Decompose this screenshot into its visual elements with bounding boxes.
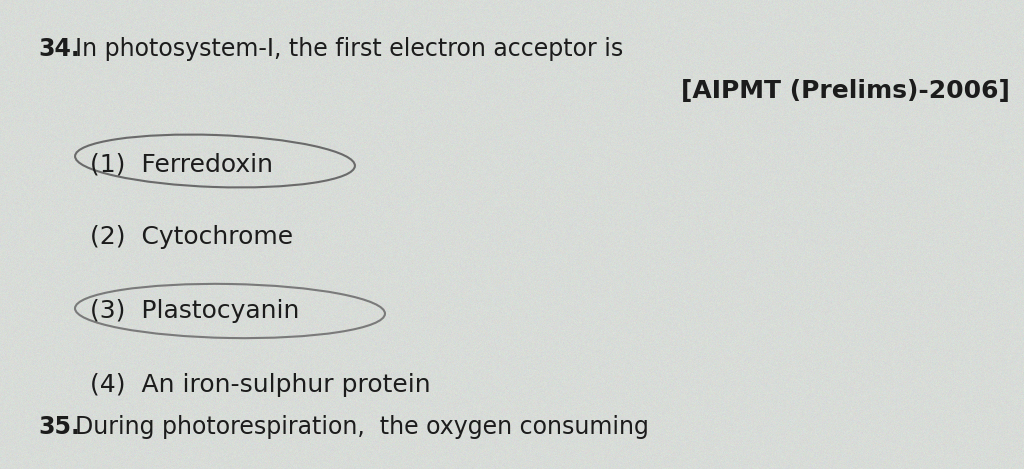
Text: (2)  Cytochrome: (2) Cytochrome — [90, 225, 293, 249]
Text: (1)  Ferredoxin: (1) Ferredoxin — [90, 152, 273, 176]
Text: 35.: 35. — [38, 415, 80, 439]
Text: During photorespiration,  the oxygen consuming: During photorespiration, the oxygen cons… — [75, 415, 649, 439]
Text: In photosystem-I, the first electron acceptor is: In photosystem-I, the first electron acc… — [75, 37, 624, 61]
Text: [AIPMT (Prelims)-2006]: [AIPMT (Prelims)-2006] — [681, 79, 1010, 103]
Text: (4)  An iron-sulphur protein: (4) An iron-sulphur protein — [90, 373, 431, 397]
Text: (3)  Plastocyanin: (3) Plastocyanin — [90, 299, 299, 323]
Text: 34.: 34. — [38, 37, 80, 61]
